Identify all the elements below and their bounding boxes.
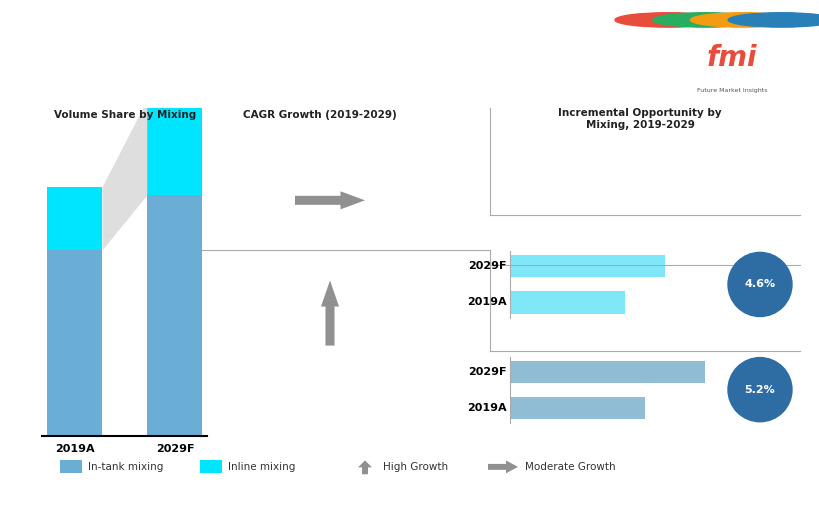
Text: 2019A: 2019A	[467, 298, 506, 307]
Text: Volume Share by Mixing: Volume Share by Mixing	[54, 110, 196, 120]
Text: 2029F: 2029F	[156, 444, 194, 454]
FancyArrow shape	[358, 460, 372, 474]
FancyArrow shape	[320, 281, 338, 346]
Text: In-tank mixing: In-tank mixing	[88, 462, 163, 472]
Bar	[509, 255, 664, 278]
Circle shape	[727, 357, 791, 422]
Bar	[48, 187, 102, 250]
Bar	[60, 460, 82, 473]
Text: 2019A: 2019A	[467, 403, 506, 413]
FancyArrow shape	[295, 191, 364, 209]
Bar	[509, 360, 704, 383]
Text: Incremental Opportunity by
Mixing, 2019-2029: Incremental Opportunity by Mixing, 2019-…	[558, 108, 721, 130]
Text: High Growth: High Growth	[382, 462, 447, 472]
FancyBboxPatch shape	[651, 2, 811, 109]
Circle shape	[614, 13, 721, 27]
Text: 2029F: 2029F	[468, 262, 506, 271]
Polygon shape	[102, 100, 147, 250]
Bar	[48, 250, 102, 436]
FancyArrow shape	[487, 460, 518, 473]
Text: CAGR Growth (2019-2029): CAGR Growth (2019-2029)	[242, 110, 396, 120]
Text: 2029F: 2029F	[468, 367, 506, 376]
Text: Moderate Growth: Moderate Growth	[524, 462, 615, 472]
Text: 2019A: 2019A	[55, 444, 95, 454]
Circle shape	[652, 13, 758, 27]
Bar	[147, 100, 202, 195]
Text: 5.2%: 5.2%	[744, 385, 775, 394]
Bar	[147, 195, 202, 436]
Text: 4.6%: 4.6%	[744, 280, 775, 289]
Circle shape	[727, 13, 819, 27]
Circle shape	[727, 252, 791, 317]
Text: Source: Future Market Insights: Source: Future Market Insights	[12, 494, 206, 505]
Circle shape	[690, 13, 796, 27]
Text: fmi: fmi	[706, 44, 757, 72]
Text: Powder Induction and Dispersion Market: Analysis and: Powder Induction and Dispersion Market: …	[25, 29, 648, 48]
Text: Forecast by Mixing: Forecast by Mixing	[25, 74, 240, 93]
Bar	[509, 397, 645, 419]
Bar	[509, 291, 624, 314]
Text: Inline mixing: Inline mixing	[228, 462, 295, 472]
Text: Future Market Insights: Future Market Insights	[696, 88, 767, 93]
Bar	[200, 460, 222, 473]
